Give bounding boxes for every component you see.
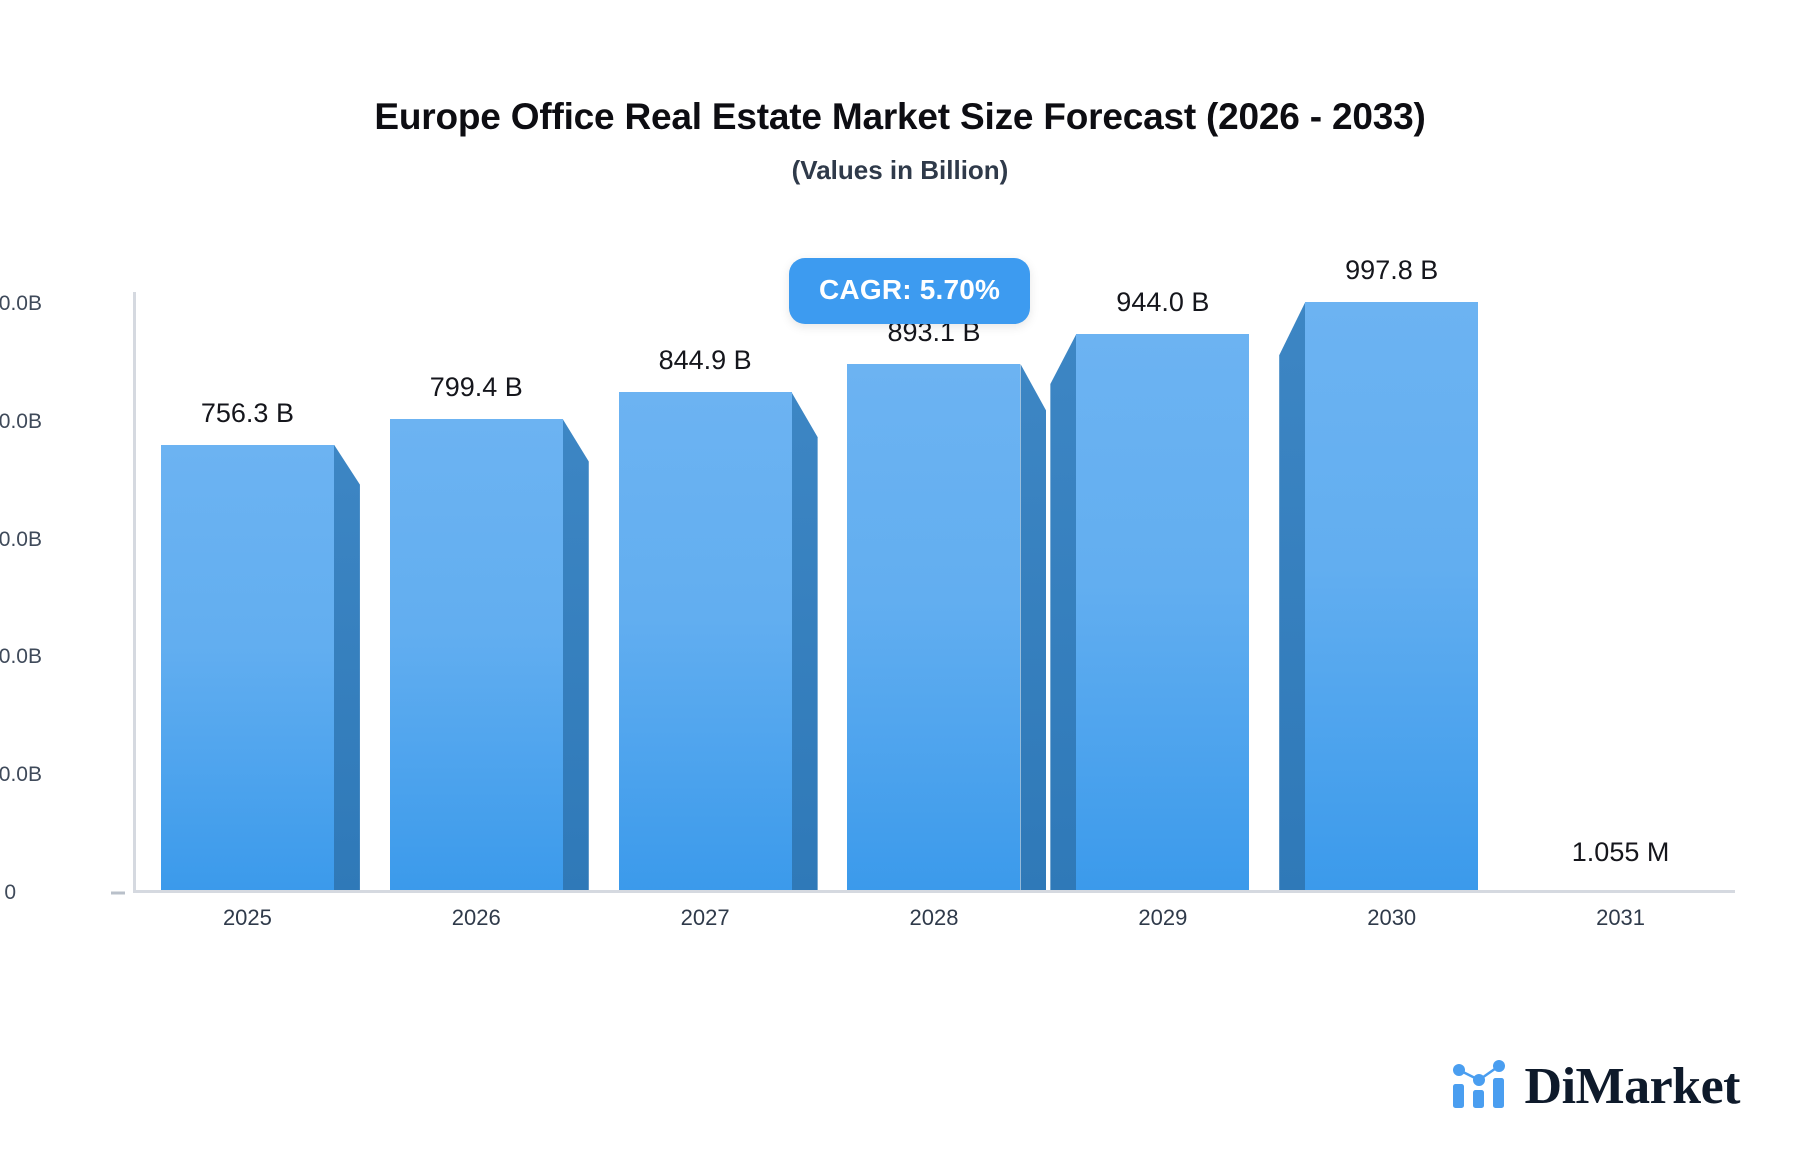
bar-group[interactable]: 756.3 B (133, 280, 362, 890)
bar-value-label: 799.4 B (429, 372, 523, 403)
y-tick-label: 800.0B (0, 409, 42, 433)
bar-front-face (160, 444, 334, 890)
bar-series: 756.3 B 799.4 B 844.9 B 893.1 B 944.0 B 997.8… (133, 255, 1735, 890)
bar-group[interactable]: 893.1 B (820, 280, 1049, 890)
plot-area: 0 200.0B 400.0B 600.0B 800.0B 1000.0B 756.3 B… (0, 255, 1735, 904)
bar-front-face (618, 392, 792, 890)
bar-front-face (847, 363, 1021, 890)
bar[interactable] (618, 392, 818, 890)
bar-side-face (1050, 333, 1077, 890)
x-axis-line (133, 890, 1735, 893)
bar[interactable] (389, 419, 589, 890)
x-axis-ticks: 2025 2026 2027 2028 2029 2030 2031 (133, 905, 1735, 945)
y-tick-label: 200.0B (0, 763, 42, 787)
bar-group[interactable]: 997.8 B (1277, 255, 1506, 890)
cagr-badge: CAGR: 5.70% (789, 258, 1031, 324)
bar-side-face (1020, 363, 1047, 890)
bar-front-face (1076, 333, 1250, 890)
bar-side-face (333, 444, 360, 890)
y-tick-label: 1000.0B (0, 292, 42, 315)
x-tick-label: 2030 (1367, 905, 1417, 930)
bar-group[interactable]: 1.055 M (1506, 280, 1735, 890)
brand-name: DiMarket (1524, 1058, 1741, 1115)
bar[interactable] (160, 444, 360, 890)
y-tick-label: 0 (4, 881, 16, 904)
bar-side-face (791, 392, 818, 890)
bar-value-label: 997.8 B (1345, 255, 1439, 286)
bar-value-label: 1.055 M (1571, 837, 1670, 867)
x-tick-label: 2028 (909, 905, 959, 930)
bar-group[interactable]: 844.9 B (591, 280, 820, 890)
x-tick-label: 2025 (222, 905, 272, 930)
bar-side-face (562, 419, 589, 890)
chart-subtitle: (Values in Billion) (791, 154, 1009, 185)
bar[interactable] (1050, 333, 1250, 890)
bar-value-label: 756.3 B (200, 397, 294, 428)
bar-group[interactable]: 944.0 B (1048, 280, 1277, 890)
bar[interactable] (847, 363, 1047, 890)
bar-side-face (1279, 302, 1306, 890)
y-tick-label: 400.0B (0, 645, 42, 669)
y-tick-label: 600.0B (0, 527, 42, 551)
bar-front-face (389, 419, 563, 890)
brand-logo: DiMarket (1451, 1057, 1741, 1116)
bar-chart-icon (1451, 1058, 1509, 1115)
y-tick-mark (111, 891, 125, 895)
bar-front-face (1305, 302, 1479, 890)
bar-group[interactable]: 799.4 B (362, 280, 591, 890)
bar[interactable] (1279, 302, 1479, 890)
x-tick-label: 2029 (1138, 905, 1188, 930)
bar-value-label: 844.9 B (658, 345, 752, 376)
x-tick-label: 2026 (451, 905, 501, 930)
title-block: Europe Office Real Estate Market Size Fo… (0, 96, 1800, 186)
x-tick-label: 2031 (1596, 905, 1646, 930)
x-tick-label: 2027 (680, 905, 730, 930)
chart-title: Europe Office Real Estate Market Size Fo… (374, 96, 1426, 137)
y-axis-line (133, 292, 136, 893)
bar-value-label: 944.0 B (1116, 286, 1210, 317)
